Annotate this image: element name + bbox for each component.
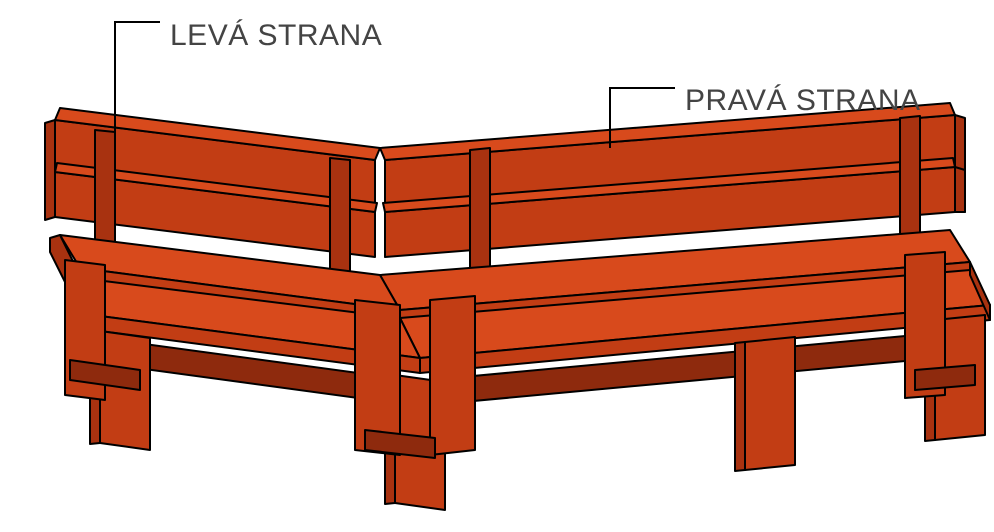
right-back-end-side2 [955, 167, 965, 212]
stretcher-right [915, 365, 975, 390]
leg-r-mid-side [735, 342, 745, 471]
left-back-end-side [45, 120, 55, 220]
leg-r-mid-front [745, 337, 795, 470]
label-left-side: LEVÁ STRANA [170, 19, 382, 52]
bench-diagram: LEVÁ STRANA PRAVÁ STRANA [0, 0, 994, 532]
leg-mid-rear2 [430, 296, 475, 455]
label-right-side: PRAVÁ STRANA [685, 84, 921, 117]
leg-l-front-outer [100, 331, 150, 450]
bench-shape [45, 103, 990, 510]
